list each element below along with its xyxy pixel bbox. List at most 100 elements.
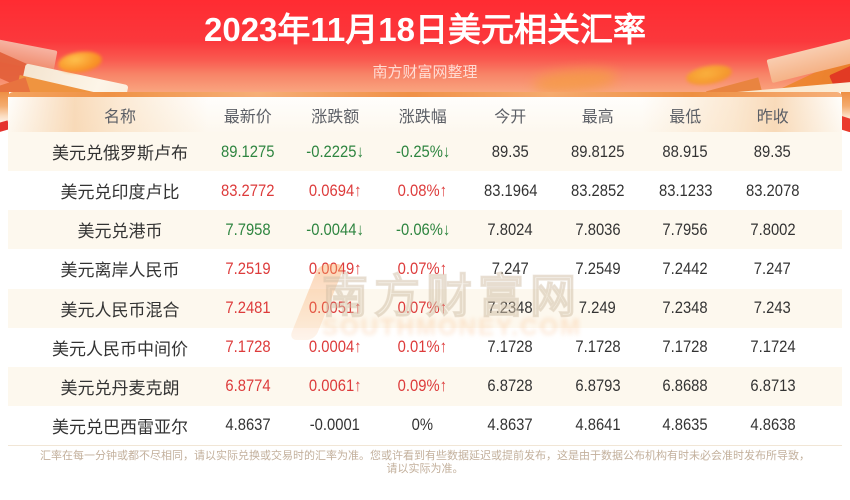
cell-high-value: 7.8036: [575, 219, 621, 239]
disclaimer-text: 汇率在每一分钟或都不尽相同，请以实际兑换或交易时的汇率为准。您或许看到有些数据延…: [0, 450, 850, 475]
right-gutter-decoration: [841, 92, 850, 138]
cell-latest: 89.1275: [204, 142, 292, 162]
cell-high-value: 6.8793: [575, 376, 621, 396]
cell-prev-close-value: 4.8638: [750, 415, 796, 435]
cell-high-value: 7.249: [579, 298, 617, 318]
cell-latest-value: 6.8774: [225, 376, 271, 396]
column-header-high: 最高: [581, 108, 614, 126]
cell-name: 美元兑港币: [77, 222, 163, 242]
cell-open: 7.1728: [467, 337, 555, 357]
cell-open-value: 7.8024: [487, 219, 533, 239]
cell-change-pct: -0.25%↓: [379, 142, 467, 162]
cell-open: 7.8024: [467, 220, 555, 240]
cell-low: 6.8688: [642, 376, 730, 396]
cell-change-pct: 0.07%↑: [379, 298, 467, 318]
disclaimer-line2: 请以实际为准。: [386, 462, 464, 475]
cell-change: 0.0049↑: [292, 259, 380, 279]
cell-high: 83.2852: [554, 181, 642, 201]
cell-high: 7.249: [554, 298, 642, 318]
cell-change: 0.0051↑: [292, 298, 380, 318]
cell-latest: 7.7958: [204, 220, 292, 240]
cell-name: 美元兑丹麦克朗: [60, 378, 180, 398]
cell-low-value: 83.1233: [658, 180, 712, 200]
cell-change-pct-value: -0.25%↓: [395, 141, 450, 161]
cell-open-value: 83.1964: [483, 180, 537, 200]
cell-latest-value: 7.7958: [225, 219, 271, 239]
cell-change-value: 0.0004↑: [308, 337, 362, 357]
cell-prev-close-value: 7.1724: [750, 337, 796, 357]
cell-change-value: 0.0061↑: [308, 376, 362, 396]
cell-change-value: -0.0001: [310, 415, 361, 435]
cell-change-pct: 0.08%↑: [379, 181, 467, 201]
cell-prev-close-value: 7.243: [754, 298, 792, 318]
cell-high: 89.8125: [554, 142, 642, 162]
cell-change-pct: -0.06%↓: [379, 220, 467, 240]
cell-prev-close: 4.8638: [729, 415, 817, 435]
cell-open-value: 7.247: [491, 258, 529, 278]
disclaimer-line1: 汇率在每一分钟或都不尽相同，请以实际兑换或交易时的汇率为准。您或许看到有些数据延…: [40, 450, 810, 462]
column-header-latest: 最新价: [223, 108, 272, 126]
cell-change-pct-value: 0.09%↑: [398, 376, 448, 396]
column-header-prev-close: 昨收: [756, 108, 789, 126]
cell-change-pct-value: 0%: [412, 415, 434, 435]
table-row: 美元兑巴西雷亚尔 4.8637 -0.0001 0% 4.8637 4.8641 4.863…: [8, 405, 842, 445]
column-header-change-pct: 涨跌幅: [398, 108, 447, 126]
cell-name: 美元离岸人民币: [60, 261, 180, 281]
cell-high-value: 89.8125: [571, 141, 625, 161]
cell-change-pct-value: 0.01%↑: [398, 337, 448, 357]
cell-latest-value: 89.1275: [221, 141, 275, 161]
card-top-border: [8, 92, 842, 97]
cell-prev-close: 7.243: [729, 298, 817, 318]
cell-low: 4.8635: [642, 415, 730, 435]
cell-change-pct-value: 0.07%↑: [398, 258, 448, 278]
cell-latest-value: 4.8637: [225, 415, 271, 435]
cell-change-value: 0.0049↑: [308, 258, 362, 278]
cell-open-value: 7.2348: [487, 298, 533, 318]
cell-name: 美元兑印度卢比: [60, 183, 180, 203]
banner: 2023年11月18日美元相关汇率 南方财富网整理: [0, 0, 850, 92]
table-body: 美元兑俄罗斯卢布 89.1275 -0.2225↓ -0.25%↓ 89.35 89.81…: [8, 132, 842, 445]
cell-change: 0.0694↑: [292, 181, 380, 201]
cell-change: -0.0044↓: [292, 220, 380, 240]
cell-open: 7.2348: [467, 298, 555, 318]
cell-change-value: -0.2225↓: [306, 141, 365, 161]
column-header-low: 最低: [669, 108, 702, 126]
cell-prev-close: 7.1724: [729, 337, 817, 357]
cell-low: 83.1233: [642, 181, 730, 201]
cell-prev-close: 6.8713: [729, 376, 817, 396]
table-row: 美元兑港币 7.7958 -0.0044↓ -0.06%↓ 7.8024 7.8036 7.…: [8, 210, 842, 250]
cell-low-value: 7.2348: [662, 298, 708, 318]
cell-change-pct: 0.09%↑: [379, 376, 467, 396]
cell-latest: 7.2481: [204, 298, 292, 318]
cell-change-pct: 0.01%↑: [379, 337, 467, 357]
cell-high-value: 83.2852: [571, 180, 625, 200]
cell-low: 7.2348: [642, 298, 730, 318]
cell-latest: 4.8637: [204, 415, 292, 435]
left-gutter-decoration: [0, 92, 9, 138]
table-row: 美元人民币混合 7.2481 0.0051↑ 0.07%↑ 7.2348 7.249 7.2…: [8, 288, 842, 328]
cell-high: 7.2549: [554, 259, 642, 279]
cell-change-value: 0.0694↑: [308, 180, 362, 200]
cell-latest-value: 83.2772: [221, 180, 275, 200]
cell-latest-value: 7.1728: [225, 337, 271, 357]
cell-change: -0.0001: [292, 415, 380, 435]
cell-low: 88.915: [642, 142, 730, 162]
cell-prev-close-value: 89.35: [754, 141, 792, 161]
cell-name: 美元兑俄罗斯卢布: [52, 144, 188, 164]
cell-low-value: 7.7956: [662, 219, 708, 239]
cell-latest: 6.8774: [204, 376, 292, 396]
page-title: 2023年11月18日美元相关汇率: [203, 11, 646, 48]
cell-prev-close-value: 7.8002: [750, 219, 796, 239]
cell-low: 7.7956: [642, 220, 730, 240]
cell-high: 7.8036: [554, 220, 642, 240]
cell-latest: 7.1728: [204, 337, 292, 357]
cell-high-value: 4.8641: [575, 415, 621, 435]
cell-open: 6.8728: [467, 376, 555, 396]
cell-high-value: 7.2549: [575, 258, 621, 278]
cell-change-value: -0.0044↓: [306, 219, 365, 239]
column-header-open: 今开: [494, 108, 527, 126]
cell-open-value: 89.35: [491, 141, 529, 161]
cell-prev-close: 7.247: [729, 259, 817, 279]
cell-change-pct-value: -0.06%↓: [395, 219, 450, 239]
column-header-change: 涨跌额: [311, 108, 360, 126]
